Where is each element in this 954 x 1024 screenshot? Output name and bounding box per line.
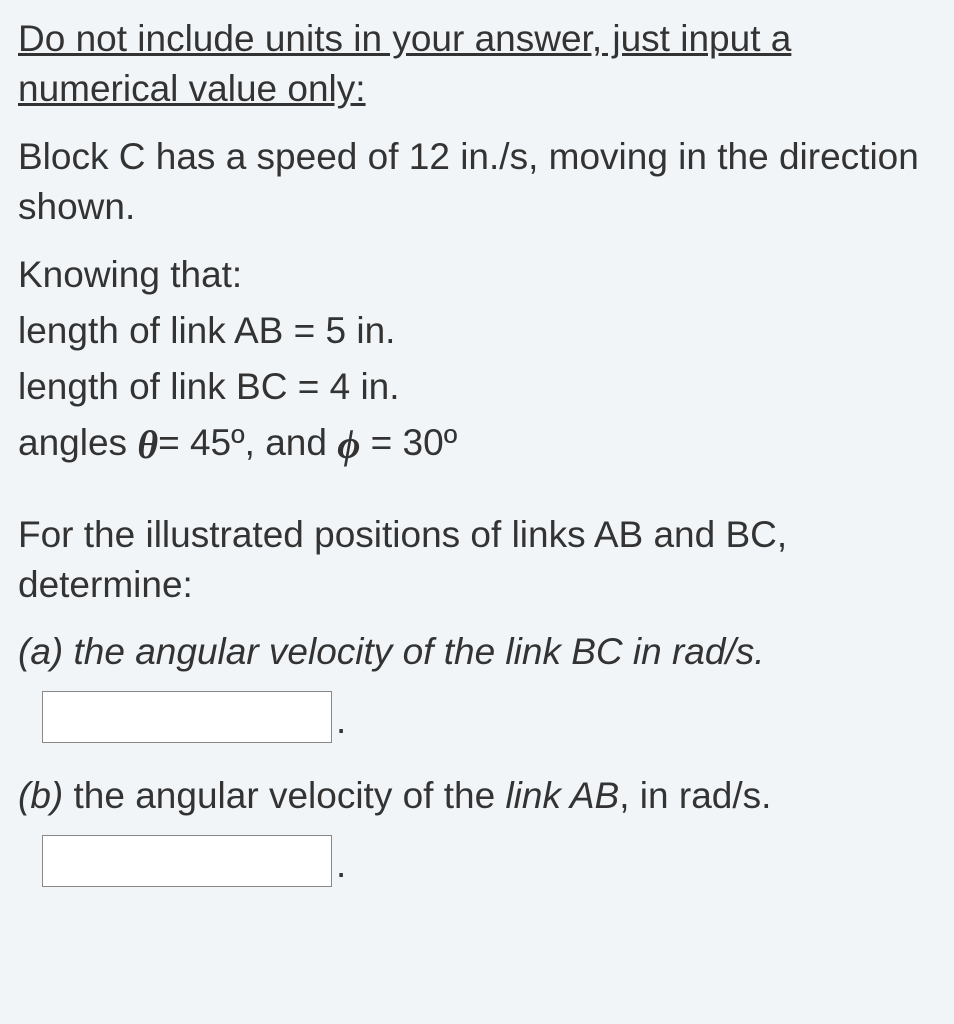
answer-input-b[interactable] [42, 835, 332, 887]
theta-symbol: θ [137, 422, 158, 467]
question-b-pre: the angular velocity of the [63, 775, 505, 816]
answer-a-suffix: . [336, 702, 346, 743]
knowing-label: Knowing that: [18, 250, 936, 300]
problem-page: Do not include units in your answer, jus… [0, 0, 954, 945]
problem-statement: Block C has a speed of 12 in./s, moving … [18, 132, 936, 232]
given-angles: angles θ= 45º, and ϕ = 30º [18, 418, 936, 472]
question-b-link-italic: link AB [505, 775, 619, 816]
question-b-label: (b) [18, 775, 63, 816]
answer-row-a: . [42, 691, 936, 743]
answer-input-a[interactable] [42, 691, 332, 743]
given-length-bc: length of link BC = 4 in. [18, 362, 936, 412]
instruction-text: Do not include units in your answer, jus… [18, 14, 936, 114]
answer-row-b: . [42, 835, 936, 887]
question-b-post: , in rad/s. [619, 775, 771, 816]
phi-symbol: ϕ [337, 422, 360, 467]
question-a-text: (a) the angular velocity of the link BC … [18, 627, 936, 677]
theta-value: = 45º, and [158, 422, 337, 463]
question-b-text: (b) the angular velocity of the link AB,… [18, 771, 936, 821]
determine-label: For the illustrated positions of links A… [18, 510, 936, 610]
given-length-ab: length of link AB = 5 in. [18, 306, 936, 356]
angles-prefix: angles [18, 422, 137, 463]
spacer [18, 500, 936, 510]
answer-b-suffix: . [336, 846, 346, 887]
phi-value: = 30º [360, 422, 457, 463]
